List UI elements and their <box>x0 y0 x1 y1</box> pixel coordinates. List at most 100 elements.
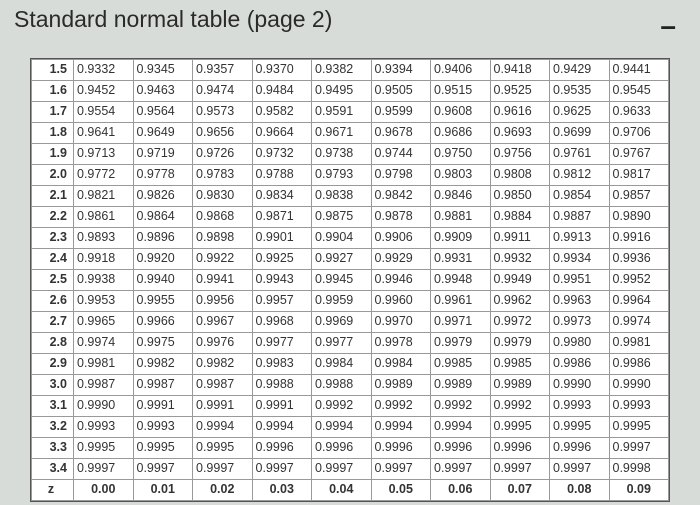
cell: 0.9974 <box>609 312 669 333</box>
cell: 0.9987 <box>193 375 253 396</box>
z-table-footer: z0.000.010.020.030.040.050.060.070.080.0… <box>32 480 669 501</box>
cell: 0.9875 <box>312 207 372 228</box>
cell: 0.9996 <box>371 438 431 459</box>
cell: 0.9850 <box>490 186 550 207</box>
cell: 0.9994 <box>252 417 312 438</box>
cell: 0.9949 <box>490 270 550 291</box>
cell: 0.9990 <box>74 396 134 417</box>
table-row: 1.60.94520.94630.94740.94840.94950.95050… <box>32 81 669 102</box>
cell: 0.9962 <box>490 291 550 312</box>
cell: 0.9495 <box>312 81 372 102</box>
cell: 0.9956 <box>193 291 253 312</box>
cell: 0.9964 <box>609 291 669 312</box>
table-row: 2.50.99380.99400.99410.99430.99450.99460… <box>32 270 669 291</box>
z-header: z <box>32 480 74 501</box>
cell: 0.9992 <box>371 396 431 417</box>
table-row: 2.70.99650.99660.99670.99680.99690.99700… <box>32 312 669 333</box>
table-row: 2.00.97720.97780.97830.97880.97930.97980… <box>32 165 669 186</box>
cell: 0.9812 <box>550 165 610 186</box>
cell: 0.9830 <box>193 186 253 207</box>
cell: 0.9418 <box>490 60 550 81</box>
cell: 0.9738 <box>312 144 372 165</box>
cell: 0.9756 <box>490 144 550 165</box>
cell: 0.9474 <box>193 81 253 102</box>
cell: 0.9834 <box>252 186 312 207</box>
cell: 0.9940 <box>133 270 193 291</box>
z-value: 2.4 <box>32 249 74 270</box>
cell: 0.9484 <box>252 81 312 102</box>
cell: 0.9783 <box>193 165 253 186</box>
cell: 0.9803 <box>431 165 491 186</box>
cell: 0.9991 <box>193 396 253 417</box>
cell: 0.9429 <box>550 60 610 81</box>
cell: 0.9995 <box>490 417 550 438</box>
cell: 0.9887 <box>550 207 610 228</box>
cell: 0.9965 <box>74 312 134 333</box>
cell: 0.9963 <box>550 291 610 312</box>
table-row: 2.20.98610.98640.98680.98710.98750.98780… <box>32 207 669 228</box>
cell: 0.9995 <box>609 417 669 438</box>
cell: 0.9996 <box>490 438 550 459</box>
cell: 0.9988 <box>312 375 372 396</box>
cell: 0.9995 <box>74 438 134 459</box>
cell: 0.9719 <box>133 144 193 165</box>
cell: 0.9901 <box>252 228 312 249</box>
cell: 0.9993 <box>133 417 193 438</box>
cell: 0.9997 <box>133 459 193 480</box>
z-value: 2.6 <box>32 291 74 312</box>
cell: 0.9345 <box>133 60 193 81</box>
cell: 0.9994 <box>371 417 431 438</box>
cell: 0.9982 <box>193 354 253 375</box>
minimize-icon: – <box>660 10 676 42</box>
cell: 0.9994 <box>193 417 253 438</box>
cell: 0.9990 <box>609 375 669 396</box>
cell: 0.9932 <box>490 249 550 270</box>
cell: 0.9996 <box>312 438 372 459</box>
cell: 0.9922 <box>193 249 253 270</box>
cell: 0.9929 <box>371 249 431 270</box>
cell: 0.9994 <box>431 417 491 438</box>
table-row: 3.00.99870.99870.99870.99880.99880.99890… <box>32 375 669 396</box>
cell: 0.9985 <box>431 354 491 375</box>
table-row: 3.10.99900.99910.99910.99910.99920.99920… <box>32 396 669 417</box>
cell: 0.9994 <box>312 417 372 438</box>
cell: 0.9599 <box>371 102 431 123</box>
cell: 0.9904 <box>312 228 372 249</box>
cell: 0.9981 <box>609 333 669 354</box>
cell: 0.9890 <box>609 207 669 228</box>
cell: 0.9332 <box>74 60 134 81</box>
column-header: 0.08 <box>550 480 610 501</box>
cell: 0.9997 <box>252 459 312 480</box>
cell: 0.9370 <box>252 60 312 81</box>
cell: 0.9934 <box>550 249 610 270</box>
z-value: 2.5 <box>32 270 74 291</box>
cell: 0.9671 <box>312 123 372 144</box>
cell: 0.9997 <box>609 438 669 459</box>
z-value: 3.3 <box>32 438 74 459</box>
cell: 0.9750 <box>431 144 491 165</box>
cell: 0.9554 <box>74 102 134 123</box>
cell: 0.9984 <box>371 354 431 375</box>
cell: 0.9798 <box>371 165 431 186</box>
cell: 0.9989 <box>371 375 431 396</box>
cell: 0.9984 <box>312 354 372 375</box>
z-value: 3.1 <box>32 396 74 417</box>
cell: 0.9838 <box>312 186 372 207</box>
cell: 0.9969 <box>312 312 372 333</box>
cell: 0.9656 <box>193 123 253 144</box>
cell: 0.9441 <box>609 60 669 81</box>
cell: 0.9916 <box>609 228 669 249</box>
cell: 0.9992 <box>312 396 372 417</box>
cell: 0.9678 <box>371 123 431 144</box>
cell: 0.9988 <box>252 375 312 396</box>
cell: 0.9693 <box>490 123 550 144</box>
z-value: 2.8 <box>32 333 74 354</box>
cell: 0.9945 <box>312 270 372 291</box>
cell: 0.9948 <box>431 270 491 291</box>
cell: 0.9987 <box>74 375 134 396</box>
cell: 0.9997 <box>371 459 431 480</box>
cell: 0.9505 <box>371 81 431 102</box>
cell: 0.9989 <box>490 375 550 396</box>
cell: 0.9826 <box>133 186 193 207</box>
cell: 0.9959 <box>312 291 372 312</box>
